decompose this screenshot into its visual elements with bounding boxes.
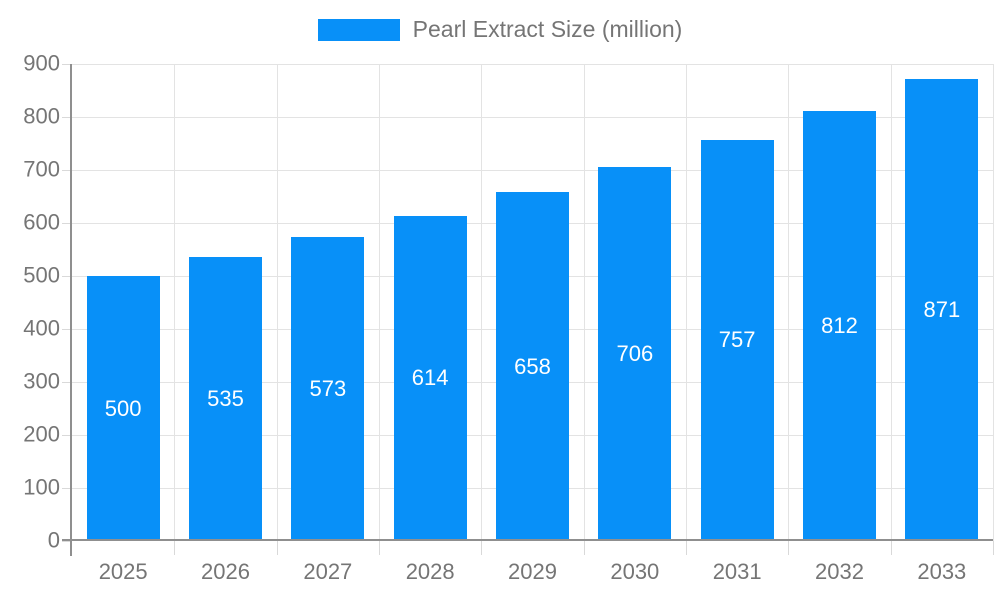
y-axis-tick <box>62 276 72 277</box>
bar: 871 <box>905 79 979 541</box>
bar-value-label: 871 <box>923 297 961 323</box>
v-gridline <box>788 64 790 541</box>
v-gridline <box>276 64 278 541</box>
y-axis-tick <box>62 435 72 436</box>
v-gridline <box>174 64 176 541</box>
bar-value-label: 706 <box>616 340 654 366</box>
y-axis-label: 900 <box>23 50 60 76</box>
y-axis-label: 200 <box>23 421 60 447</box>
x-axis-label: 2032 <box>815 559 864 584</box>
y-axis-tick <box>62 223 72 224</box>
x-axis-tick <box>686 541 687 555</box>
x-axis-tick <box>583 541 585 555</box>
v-gridline <box>993 64 994 541</box>
y-axis-label: 700 <box>23 156 60 182</box>
bar-value-label: 535 <box>207 386 244 412</box>
x-axis-label: 2031 <box>712 559 762 584</box>
x-axis-tick <box>481 541 483 555</box>
h-gridline <box>72 170 993 171</box>
bar: 706 <box>598 166 672 541</box>
x-axis-label: 2027 <box>303 559 353 584</box>
y-axis-label: 0 <box>47 527 60 553</box>
y-axis-label: 600 <box>23 209 60 235</box>
h-gridline <box>72 64 993 65</box>
x-axis-label: 2030 <box>610 559 660 584</box>
x-axis-tick <box>788 541 790 555</box>
y-axis-tick <box>62 541 72 542</box>
y-axis-tick <box>62 329 72 330</box>
y-axis-tick <box>62 488 72 489</box>
bar-value-label: 757 <box>718 327 756 353</box>
x-axis-line <box>62 539 993 541</box>
bar-value-label: 812 <box>821 312 858 338</box>
bar: 757 <box>700 139 774 541</box>
x-axis-tick <box>174 541 176 555</box>
plot-area: 0 100 200 300 400 500 600 700 800 900 500 535 573 614… <box>23 50 994 584</box>
bar: 535 <box>189 257 262 541</box>
x-axis-tick <box>276 541 278 555</box>
bar: 658 <box>496 192 569 541</box>
x-axis-label: 2028 <box>405 559 455 584</box>
bar-value-label: 500 <box>104 395 142 421</box>
bar-value-label: 658 <box>514 353 551 379</box>
x-axis-tick <box>993 541 994 555</box>
y-axis-tick <box>62 170 72 171</box>
y-axis-label: 500 <box>23 262 60 288</box>
bar: 573 <box>291 237 365 541</box>
y-axis-tick <box>62 382 72 383</box>
x-axis-tick <box>890 541 892 555</box>
x-axis-label: 2025 <box>98 559 148 584</box>
y-axis-line <box>70 64 72 556</box>
x-axis-label: 2026 <box>201 559 250 584</box>
v-gridline <box>583 64 585 541</box>
bar: 500 <box>86 276 160 541</box>
bar: 614 <box>393 215 467 541</box>
v-gridline <box>890 64 892 541</box>
legend-swatch <box>317 18 400 41</box>
y-axis-label: 400 <box>23 315 60 341</box>
legend-label: Pearl Extract Size (million) <box>412 16 683 42</box>
v-gridline <box>686 64 687 541</box>
y-axis-label: 300 <box>23 368 60 394</box>
legend-item[interactable]: Pearl Extract Size (million) <box>0 16 1000 43</box>
y-axis-label: 800 <box>23 103 60 129</box>
v-gridline <box>379 64 380 541</box>
bar-value-label: 614 <box>411 365 449 391</box>
x-axis-label: 2033 <box>917 559 967 584</box>
y-axis-tick <box>62 117 72 118</box>
bar: 812 <box>803 110 876 541</box>
v-gridline <box>481 64 483 541</box>
bar-value-label: 573 <box>309 376 347 402</box>
y-axis-tick <box>62 64 72 65</box>
x-axis-tick <box>379 541 380 555</box>
x-axis-label: 2029 <box>508 559 557 584</box>
y-axis-label: 100 <box>23 474 60 500</box>
h-gridline <box>72 117 993 118</box>
